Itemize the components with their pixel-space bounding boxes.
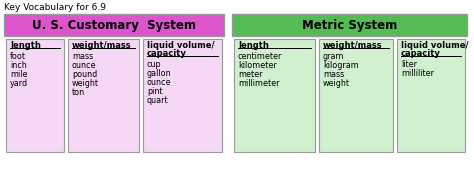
Text: liquid volume/: liquid volume/ <box>401 41 468 50</box>
FancyBboxPatch shape <box>6 39 64 152</box>
Text: pound: pound <box>72 70 97 79</box>
Text: yard: yard <box>10 79 28 88</box>
FancyBboxPatch shape <box>232 14 467 36</box>
Text: kilometer: kilometer <box>238 61 277 70</box>
Text: millimeter: millimeter <box>238 79 280 88</box>
FancyBboxPatch shape <box>319 39 393 152</box>
Text: liter: liter <box>401 60 417 69</box>
Text: gallon: gallon <box>147 69 172 78</box>
FancyBboxPatch shape <box>143 39 222 152</box>
Text: Metric System: Metric System <box>302 18 397 32</box>
Text: mass: mass <box>323 70 344 79</box>
Text: pint: pint <box>147 87 163 96</box>
Text: liquid volume/: liquid volume/ <box>147 41 215 50</box>
Text: foot: foot <box>10 52 26 61</box>
Text: cup: cup <box>147 60 162 69</box>
Text: ounce: ounce <box>72 61 97 70</box>
Text: U. S. Customary  System: U. S. Customary System <box>32 18 196 32</box>
FancyBboxPatch shape <box>68 39 139 152</box>
Text: mass: mass <box>72 52 93 61</box>
Text: ounce: ounce <box>147 78 172 87</box>
Text: ton: ton <box>72 88 85 97</box>
Text: inch: inch <box>10 61 27 70</box>
Text: meter: meter <box>238 70 263 79</box>
Text: capacity: capacity <box>401 49 441 58</box>
Text: weight: weight <box>323 79 350 88</box>
Text: weight/mass: weight/mass <box>72 41 132 50</box>
Text: mile: mile <box>10 70 27 79</box>
FancyBboxPatch shape <box>234 39 315 152</box>
Text: kilogram: kilogram <box>323 61 359 70</box>
Text: centimeter: centimeter <box>238 52 283 61</box>
Text: length: length <box>10 41 41 50</box>
Text: length: length <box>238 41 269 50</box>
Text: gram: gram <box>323 52 345 61</box>
Text: weight: weight <box>72 79 99 88</box>
FancyBboxPatch shape <box>397 39 465 152</box>
Text: quart: quart <box>147 96 169 105</box>
Text: milliliter: milliliter <box>401 69 434 78</box>
Text: capacity: capacity <box>147 49 187 58</box>
Text: weight/mass: weight/mass <box>323 41 383 50</box>
Text: Key Vocabulary for 6.9: Key Vocabulary for 6.9 <box>4 3 106 12</box>
FancyBboxPatch shape <box>4 14 224 36</box>
